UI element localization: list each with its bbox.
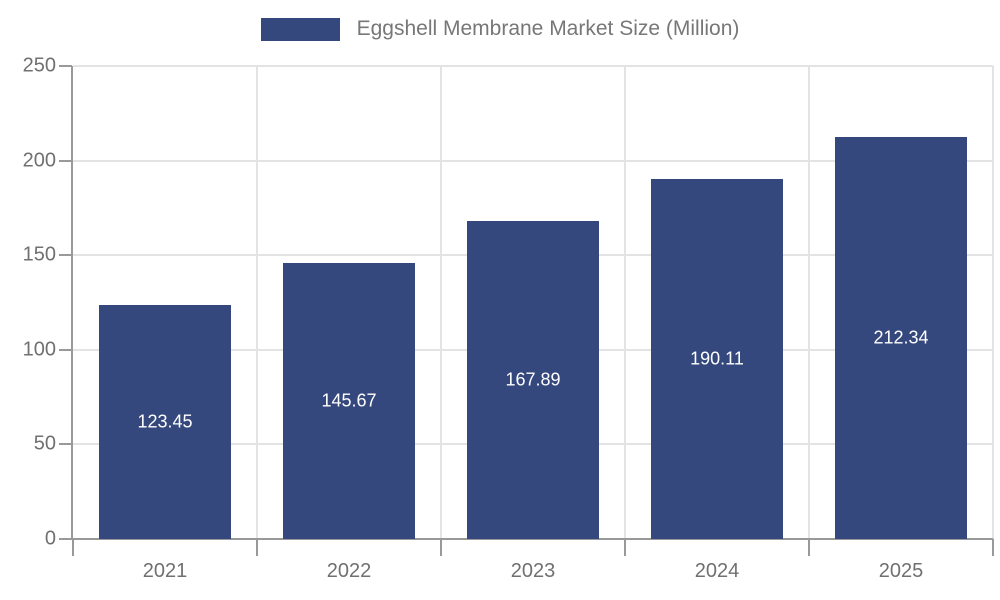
y-axis-tick — [59, 443, 72, 446]
h-gridline — [73, 65, 993, 67]
x-axis-tick-label: 2025 — [878, 560, 924, 582]
v-gridline — [624, 66, 626, 539]
x-axis-tick — [624, 539, 626, 556]
bar-2022[interactable] — [283, 263, 415, 539]
x-axis-tick — [440, 539, 442, 556]
bar-2025[interactable] — [835, 137, 967, 539]
legend[interactable]: Eggshell Membrane Market Size (Million) — [0, 17, 1000, 41]
v-gridline — [992, 66, 994, 539]
legend-swatch — [260, 17, 340, 41]
bar-2021[interactable] — [99, 305, 231, 539]
v-gridline — [256, 66, 258, 539]
y-axis-tick-label: 0 — [44, 527, 56, 550]
v-gridline — [808, 66, 810, 539]
x-axis-tick — [808, 539, 810, 556]
y-axis-tick — [59, 159, 72, 162]
y-axis-tick — [59, 254, 72, 257]
y-axis-tick-label: 100 — [22, 338, 56, 361]
x-axis-tick-label: 2023 — [510, 560, 556, 582]
bar-2023[interactable] — [467, 221, 599, 539]
y-axis-tick-label: 250 — [22, 54, 56, 77]
x-axis-tick — [72, 539, 74, 556]
x-axis-tick — [256, 539, 258, 556]
y-axis-tick — [59, 348, 72, 351]
x-axis-line — [71, 538, 993, 540]
y-axis-tick-label: 50 — [33, 432, 56, 455]
legend-label: Eggshell Membrane Market Size (Million) — [356, 17, 740, 40]
y-axis-line — [71, 66, 73, 539]
y-axis-tick — [59, 65, 72, 67]
x-axis-tick-label: 2022 — [326, 560, 372, 582]
v-gridline — [440, 66, 442, 539]
y-axis-tick-label: 200 — [22, 149, 56, 172]
x-axis-tick-label: 2024 — [694, 560, 740, 582]
y-axis-tick — [59, 538, 72, 540]
h-gridline — [73, 159, 993, 162]
y-axis-tick-label: 150 — [22, 243, 56, 266]
bar-2024[interactable] — [651, 179, 783, 539]
x-axis-tick — [992, 539, 994, 556]
x-axis-tick-label: 2021 — [142, 560, 188, 582]
